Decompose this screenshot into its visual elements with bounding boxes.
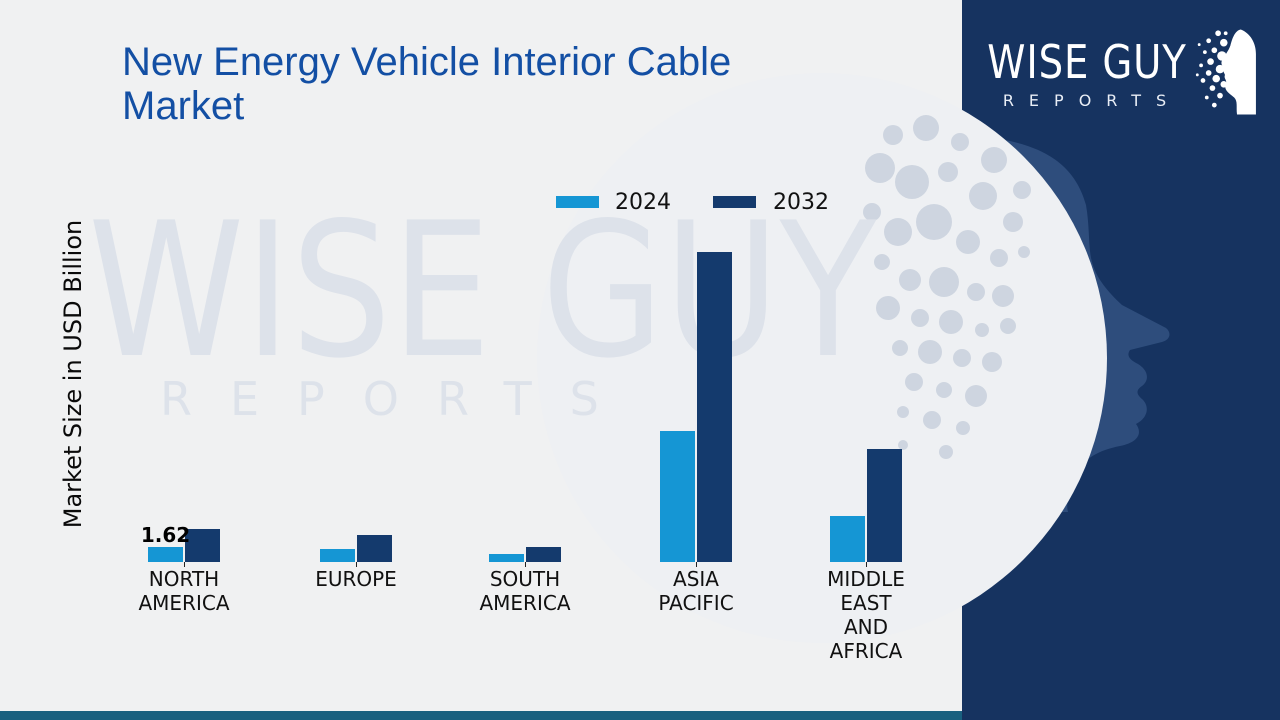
brand-logo-face-icon: [1195, 29, 1256, 115]
bar-2024-north-america: [148, 547, 183, 562]
bar-2032-europe: [357, 535, 392, 562]
legend-swatch-2032: [713, 196, 756, 208]
x-axis-label-south-america: SOUTH AMERICA: [479, 567, 571, 615]
bar-2032-asia-pacific: [697, 252, 732, 562]
bar-2032-middle-east-and-africa: [867, 449, 902, 562]
bottom-accent-bar: [0, 711, 962, 720]
x-axis-label-europe: EUROPE: [315, 567, 397, 591]
x-axis-tick-asia-pacific: [696, 562, 697, 567]
x-axis-tick-south-america: [525, 562, 526, 567]
x-axis-label-north-america: NORTH AMERICA: [138, 567, 230, 615]
chart-legend: 2024 2032: [556, 188, 829, 216]
x-axis-label-middle-east-and-africa: MIDDLE EAST AND AFRICA: [827, 567, 905, 663]
bar-value-label: 1.62: [140, 523, 191, 547]
x-axis-tick-north-america: [184, 562, 185, 567]
legend-label-2032: 2032: [773, 189, 829, 215]
brand-logo-title: WISE GUY: [987, 35, 1187, 89]
bar-2024-europe: [320, 549, 355, 562]
legend-swatch-2024: [556, 196, 599, 208]
x-axis-tick-middle-east-and-africa: [866, 562, 867, 567]
brand-logo-subtitle: REPORTS: [1002, 91, 1182, 110]
x-axis-tick-europe: [356, 562, 357, 567]
y-axis-label: Market Size in USD Billion: [59, 219, 87, 529]
brain-dots-pattern: [863, 115, 1031, 459]
page-title: New Energy Vehicle Interior Cable Market: [122, 40, 732, 128]
bar-2024-south-america: [489, 554, 524, 562]
x-axis-label-asia-pacific: ASIA PACIFIC: [658, 567, 734, 615]
bar-2024-asia-pacific: [660, 431, 695, 562]
bar-2032-north-america: [185, 529, 220, 562]
brand-logo: WISE GUY REPORTS: [968, 38, 1206, 110]
bar-2032-south-america: [526, 547, 561, 562]
legend-label-2024: 2024: [615, 189, 671, 215]
bar-2024-middle-east-and-africa: [830, 516, 865, 562]
